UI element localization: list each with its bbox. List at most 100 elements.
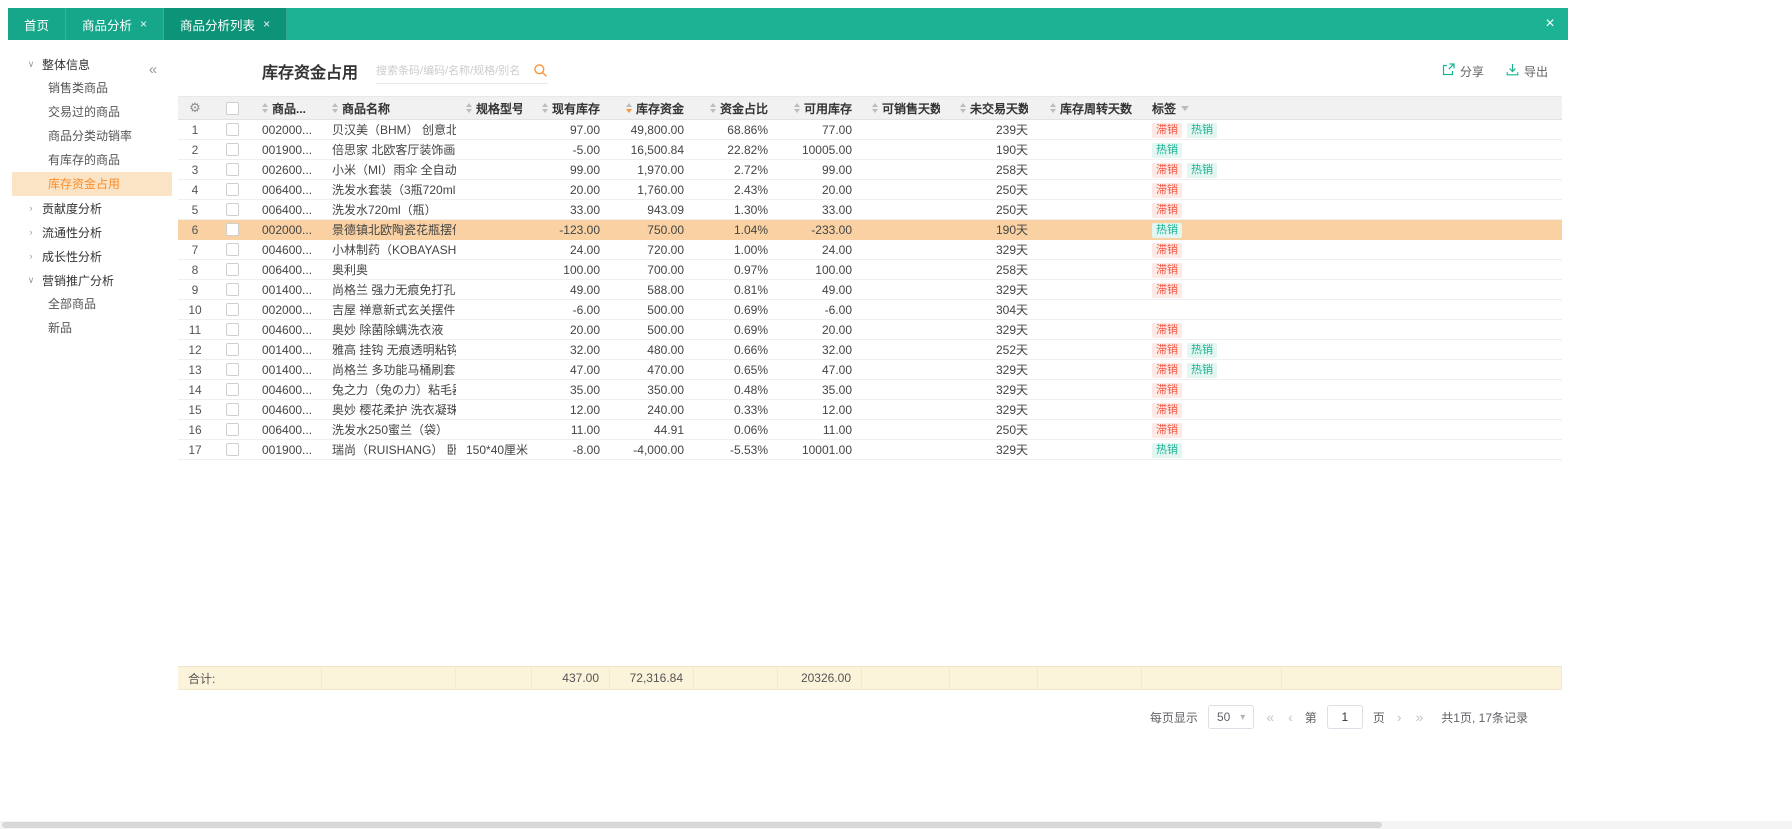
row-checkbox[interactable]: [225, 263, 239, 276]
cell-notrade: 329天: [995, 403, 1028, 417]
filter-icon[interactable]: [1181, 105, 1190, 111]
sidebar-item-in-stock-products[interactable]: 有库存的商品: [48, 153, 121, 167]
column-header-code[interactable]: 商品...: [252, 97, 322, 119]
select-all-checkbox[interactable]: [225, 101, 239, 115]
column-header-stock[interactable]: 现有库存: [532, 97, 610, 119]
sort-icon[interactable]: [960, 103, 966, 113]
column-header-notrade[interactable]: 未交易天数: [950, 97, 1038, 119]
table-row[interactable]: 10 002000... 吉屋 禅意新式玄关摆件客... -6.00 500.00 0.6…: [178, 300, 1562, 320]
table-row[interactable]: 1 002000... 贝汉美（BHM） 创意北欧铁... 97.00 49,800.0…: [178, 120, 1562, 140]
first-page-icon[interactable]: «: [1266, 709, 1275, 725]
table-row[interactable]: 15 004600... 奥妙 樱花柔护 洗衣凝珠 10... 12.00 240.00…: [178, 400, 1562, 420]
row-checkbox[interactable]: [225, 423, 239, 436]
column-settings-header[interactable]: ⚙: [178, 97, 212, 119]
row-checkbox[interactable]: [225, 183, 239, 196]
table-row[interactable]: 8 006400... 奥利奥 100.00 700.00 0.97% 100.00 258天…: [178, 260, 1562, 280]
prev-page-icon[interactable]: ‹: [1288, 709, 1293, 725]
table-row[interactable]: 5 006400... 洗发水720ml（瓶） 33.00 943.09 1.30% 33.…: [178, 200, 1562, 220]
row-checkbox[interactable]: [225, 363, 239, 376]
cell-name: 倍思家 北欧客厅装饰画卧室...: [332, 143, 456, 157]
cell-stock: 100.00: [563, 262, 600, 277]
share-button[interactable]: 分享: [1442, 63, 1484, 80]
sidebar-item-traded-products[interactable]: 交易过的商品: [48, 105, 121, 119]
sort-icon[interactable]: [793, 103, 800, 113]
cell-ratio: 2.43%: [733, 182, 768, 197]
sort-icon[interactable]: [466, 103, 472, 113]
table-row[interactable]: 6 002000... 景德镇北欧陶瓷花瓶摆件 优... -123.00 750.00 1…: [178, 220, 1562, 240]
horizontal-scrollbar[interactable]: [0, 821, 1792, 829]
close-icon[interactable]: ×: [1545, 15, 1555, 32]
chevron-right-icon: ›: [29, 227, 33, 237]
export-button[interactable]: 导出: [1506, 63, 1548, 80]
table-row[interactable]: 4 006400... 洗发水套装（3瓶720ml+1... 20.00 1,760.0…: [178, 180, 1562, 200]
row-checkbox[interactable]: [225, 143, 239, 156]
table-row[interactable]: 13 001400... 尚格兰 多功能马桶刷套装 月... 47.00 470.00 0…: [178, 360, 1562, 380]
row-checkbox[interactable]: [225, 343, 239, 356]
cell-fund: 1,760.00: [637, 182, 684, 197]
sort-icon[interactable]: [542, 103, 548, 113]
next-page-icon[interactable]: ›: [1396, 709, 1402, 725]
tab-close-icon[interactable]: ×: [263, 17, 271, 31]
tab-home[interactable]: 首页: [8, 8, 67, 40]
page-input[interactable]: [1326, 705, 1363, 729]
summary-row: 合计: 437.00 72,316.84 20326.00: [178, 666, 1562, 690]
table-row[interactable]: 7 004600... 小林制药（KOBAYASHI）日... 24.00 720.00…: [178, 240, 1562, 260]
column-header-fund[interactable]: 库存资金: [610, 97, 694, 119]
table-row[interactable]: 17 001900... 瑞尚（RUISHANG） 卧室装... 150*40厘米 -8…: [178, 440, 1562, 460]
row-checkbox[interactable]: [225, 203, 239, 216]
sort-icon[interactable]: [1049, 103, 1056, 113]
sidebar-item-all-products[interactable]: 全部商品: [48, 297, 97, 311]
sort-icon[interactable]: [625, 103, 632, 113]
column-header-spec[interactable]: 规格型号: [456, 97, 532, 119]
cell-notrade: 190天: [995, 223, 1028, 237]
tab-close-icon[interactable]: ×: [140, 17, 148, 31]
table-row[interactable]: 11 004600... 奥妙 除菌除螨洗衣液 20.00 500.00 0.69% 20.…: [178, 320, 1562, 340]
table-row[interactable]: 12 001400... 雅高 挂钩 无痕透明粘钩 强... 32.00 480.00 0…: [178, 340, 1562, 360]
sidebar-group-contribution-analysis[interactable]: › 贡献度分析: [12, 196, 172, 220]
row-checkbox[interactable]: [225, 223, 239, 236]
sidebar-group-marketing-promotion-analysis[interactable]: ∨ 营销推广分析: [12, 268, 172, 292]
pagination: 每页显示 50 ▾ « ‹ 第 页 › » 共1页, 17条记录: [178, 702, 1528, 732]
sidebar-item-category-sell-through[interactable]: 商品分类动销率: [48, 129, 133, 143]
sidebar-group-overall-info[interactable]: ∨ 整体信息: [12, 52, 172, 76]
sort-icon[interactable]: [872, 103, 878, 113]
column-header-avail[interactable]: 可用库存: [778, 97, 862, 119]
sidebar-item-inventory-fund-occupation[interactable]: 库存资金占用: [12, 172, 172, 196]
sidebar-item-sales-products[interactable]: 销售类商品: [48, 81, 109, 95]
tab-product-analysis-list[interactable]: 商品分析列表 ×: [164, 8, 288, 40]
row-checkbox[interactable]: [225, 383, 239, 396]
table-row[interactable]: 14 004600... 兔之力（兔の力）粘毛器粘... 35.00 350.00 0.4…: [178, 380, 1562, 400]
row-checkbox[interactable]: [225, 403, 239, 416]
row-checkbox[interactable]: [225, 323, 239, 336]
row-checkbox[interactable]: [225, 123, 239, 136]
sort-icon[interactable]: [262, 103, 268, 113]
row-checkbox[interactable]: [225, 283, 239, 296]
column-header-name[interactable]: 商品名称: [322, 97, 456, 119]
last-page-icon[interactable]: »: [1415, 709, 1424, 725]
sort-icon[interactable]: [709, 103, 716, 113]
tab-product-analysis[interactable]: 商品分析 ×: [66, 8, 165, 40]
search-input[interactable]: [376, 64, 530, 77]
row-checkbox[interactable]: [225, 303, 239, 316]
sort-icon[interactable]: [332, 103, 338, 113]
column-header-saledays[interactable]: 可销售天数: [862, 97, 950, 119]
search-icon[interactable]: [533, 63, 548, 78]
sort-asc-icon: [709, 103, 716, 107]
sidebar-item-new-products[interactable]: 新品: [48, 321, 73, 335]
sidebar-group-growth-analysis[interactable]: › 成长性分析: [12, 244, 172, 268]
collapse-sidebar-button[interactable]: «: [142, 58, 164, 80]
sidebar-group-circulation-analysis[interactable]: › 流通性分析: [12, 220, 172, 244]
row-checkbox[interactable]: [225, 443, 239, 456]
table-row[interactable]: 3 002600... 小米（MI）雨伞 全自动折叠... 99.00 1,970.00…: [178, 160, 1562, 180]
tag-stale: 滞销: [1152, 262, 1182, 278]
table-row[interactable]: 9 001400... 尚格兰 强力无痕免打孔浴室... 49.00 588.00 0.8…: [178, 280, 1562, 300]
table-row[interactable]: 16 006400... 洗发水250蜜兰（袋） 11.00 44.91 0.06% 11.…: [178, 420, 1562, 440]
table-row[interactable]: 2 001900... 倍思家 北欧客厅装饰画卧室... -5.00 16,500.84…: [178, 140, 1562, 160]
column-header-ratio[interactable]: 资金占比: [694, 97, 778, 119]
page-size-select[interactable]: 50 ▾: [1207, 705, 1255, 729]
scrollbar-thumb[interactable]: [2, 822, 1382, 828]
column-header-turnover[interactable]: 库存周转天数: [1038, 97, 1142, 119]
column-header-tags[interactable]: 标签: [1142, 97, 1282, 119]
row-checkbox[interactable]: [225, 243, 239, 256]
row-checkbox[interactable]: [225, 163, 239, 176]
